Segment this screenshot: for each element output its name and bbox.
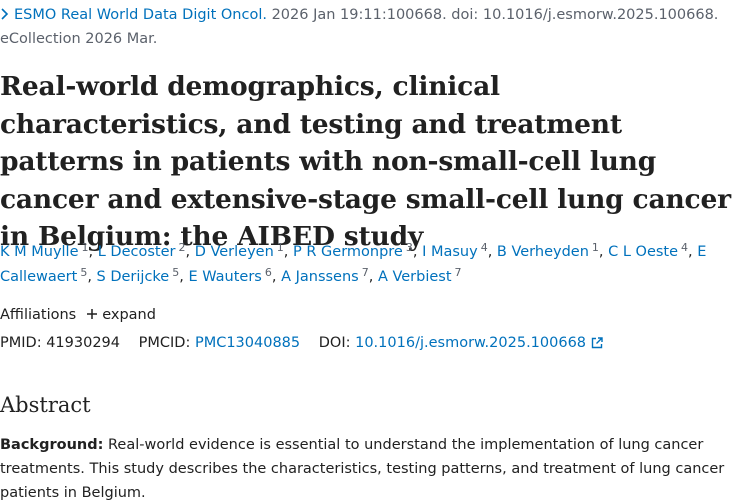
affiliation-number[interactable]: 3 [405, 241, 413, 254]
author-link[interactable]: P R Germonpre [293, 244, 403, 260]
author-link[interactable]: A Janssens [281, 269, 359, 285]
author-link[interactable]: A Verbiest [377, 269, 452, 285]
affiliation-number[interactable]: 7 [361, 266, 369, 279]
affiliation-number[interactable]: 2 [178, 241, 186, 254]
citation-details: 2026 Jan 19:11:100668. doi: 10.1016/j.es… [0, 7, 719, 47]
author-link[interactable]: C L Oeste [608, 244, 679, 260]
affiliation-number[interactable]: 1 [81, 241, 89, 254]
author-link[interactable]: E Wauters [188, 269, 262, 285]
affiliation-number[interactable]: 5 [172, 266, 180, 279]
background-label: Background: [0, 437, 104, 453]
author-link[interactable]: B Verheyden [496, 244, 589, 260]
article-title: Real-world demographics, clinical charac… [0, 71, 731, 252]
affiliation-number[interactable]: 6 [264, 266, 272, 279]
author-link[interactable]: E Callewaert [0, 244, 707, 285]
identifiers: PMID: 41930294 PMCID: PMC13040885 DOI: 1… [0, 331, 603, 355]
journal-link[interactable]: ESMO Real World Data Digit Oncol. [14, 7, 267, 23]
author: K M Muylle 1 [0, 241, 89, 260]
author-link[interactable]: S Derijcke [96, 269, 170, 285]
abstract-heading: Abstract [0, 393, 91, 417]
author-link[interactable]: K M Muylle [0, 244, 79, 260]
affiliations: Affiliations expand [0, 303, 156, 327]
abstract-background: Background: Real-world evidence is essen… [0, 433, 735, 500]
chevron-icon [1, 8, 9, 20]
external-link-icon[interactable] [591, 337, 603, 349]
author-link[interactable]: L Decoster [97, 244, 176, 260]
plus-icon[interactable] [86, 308, 98, 320]
expand-toggle[interactable]: expand [102, 307, 156, 323]
affiliation-number[interactable]: 4 [681, 241, 689, 254]
author-link[interactable]: I Masuy [422, 244, 478, 260]
affiliation-number[interactable]: 4 [480, 241, 488, 254]
affiliation-number[interactable]: 1 [276, 241, 284, 254]
pmcid-link[interactable]: PMC13040885 [194, 335, 301, 351]
doi-link[interactable]: 10.1016/j.esmorw.2025.100668 [355, 335, 587, 351]
affiliation-number[interactable]: 5 [80, 266, 88, 279]
pmcid-label: PMCID: [138, 335, 191, 351]
affiliation-number[interactable]: 7 [454, 266, 462, 279]
citation: ESMO Real World Data Digit Oncol. 2026 J… [0, 3, 740, 51]
doi-label: DOI: [318, 335, 351, 351]
background-text: Real-world evidence is essential to unde… [0, 437, 725, 500]
affiliations-label: Affiliations [0, 307, 77, 323]
author-link[interactable]: D Verleyen [194, 244, 274, 260]
author-list: K M Muylle1L Decoster2D Verleyen1P R Ger… [0, 240, 745, 290]
pmid: 41930294 [46, 335, 121, 351]
affiliation-number[interactable]: 1 [591, 241, 599, 254]
pmid-label: PMID: [0, 335, 42, 351]
